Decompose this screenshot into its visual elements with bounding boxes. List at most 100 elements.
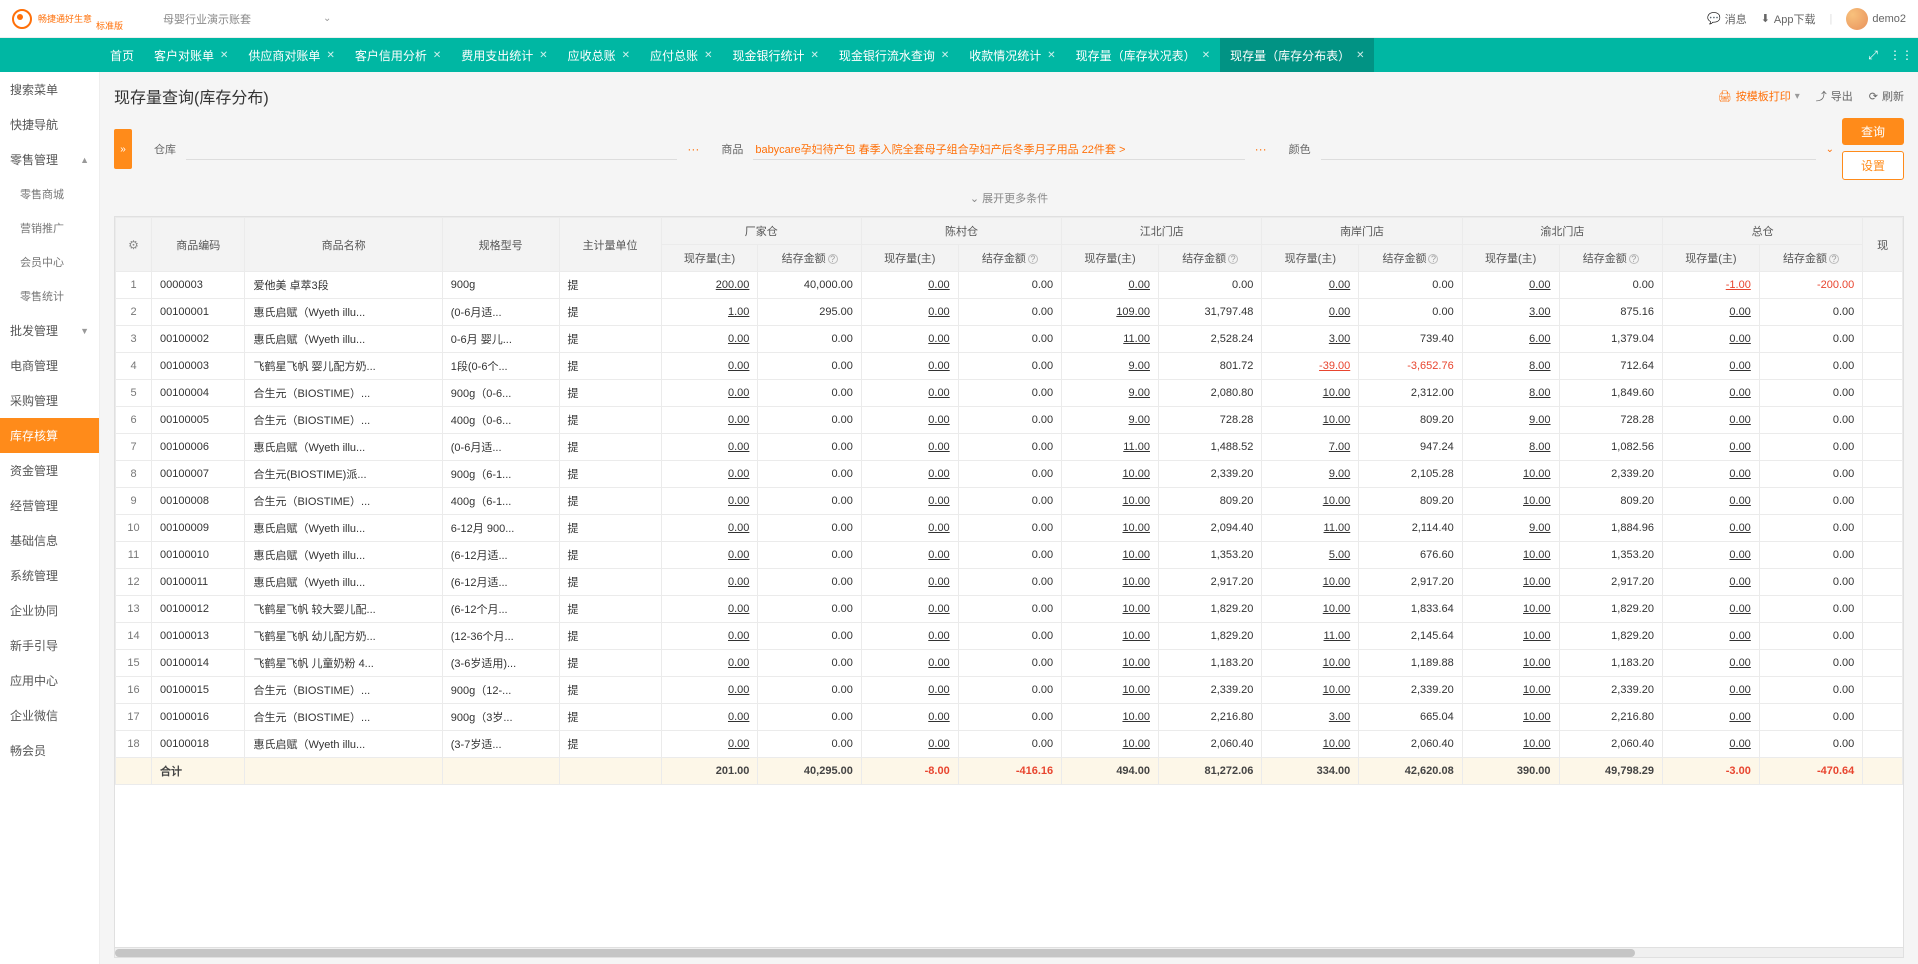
info-icon[interactable]: ? <box>1028 254 1038 264</box>
tab-应付总账[interactable]: 应付总账✕ <box>640 38 722 72</box>
info-icon[interactable]: ? <box>1829 254 1839 264</box>
table-row[interactable]: 800100007合生元(BIOSTIME)派...900g（6-1...提0.… <box>116 461 1903 488</box>
table-row[interactable]: 1000100009惠氏启赋（Wyeth illu...6-12月 900...… <box>116 515 1903 542</box>
scrollbar-thumb[interactable] <box>115 949 1635 957</box>
search-button[interactable]: 查询 <box>1842 118 1904 145</box>
close-icon[interactable]: ✕ <box>1202 50 1210 61</box>
settings-button[interactable]: 设置 <box>1842 151 1904 180</box>
sidebar-item-经营管理[interactable]: 经营管理 <box>0 488 99 523</box>
chevron-down-icon: ⌄ <box>323 13 331 24</box>
table-row[interactable]: 1800100018惠氏启赋（Wyeth illu...(3-7岁适...提0.… <box>116 731 1903 758</box>
edition-badge: 标准版 <box>96 19 123 32</box>
sidebar-item-零售统计[interactable]: 零售统计 <box>0 279 99 313</box>
tab-现存量（库存状况表）[interactable]: 现存量（库存状况表）✕ <box>1066 38 1220 72</box>
messages-button[interactable]: 💬 消息 <box>1707 11 1747 27</box>
table-row[interactable]: 1700100016合生元（BIOSTIME）...900g（3岁...提0.0… <box>116 704 1903 731</box>
close-icon[interactable]: ✕ <box>326 50 334 61</box>
info-icon[interactable]: ? <box>1228 254 1238 264</box>
sidebar-item-畅会员[interactable]: 畅会员 <box>0 733 99 768</box>
tab-scroll-icon[interactable]: ⤢ <box>1860 42 1886 68</box>
sidebar-item-新手引导[interactable]: 新手引导 <box>0 628 99 663</box>
product-picker-icon[interactable]: ··· <box>1255 142 1267 156</box>
table-row[interactable]: 900100008合生元（BIOSTIME）...400g（6-1...提0.0… <box>116 488 1903 515</box>
sidebar-item-库存核算[interactable]: 库存核算 <box>0 418 99 453</box>
table-row[interactable]: 200100001惠氏启赋（Wyeth illu...(0-6月适...提1.0… <box>116 299 1903 326</box>
logo-icon <box>12 9 32 29</box>
sidebar-item-企业微信[interactable]: 企业微信 <box>0 698 99 733</box>
content-area: 现存量查询(库存分布) 🖨 按模板打印 ▾ ⤴ 导出 ⟳ 刷新 » <box>100 72 1918 964</box>
horizontal-scrollbar[interactable] <box>114 948 1904 958</box>
close-icon[interactable]: ✕ <box>1356 50 1364 61</box>
table-row[interactable]: 1100100010惠氏启赋（Wyeth illu...(6-12月适...提0… <box>116 542 1903 569</box>
logo[interactable]: 畅捷通好生意 <box>12 9 100 29</box>
table-row[interactable]: 500100004合生元（BIOSTIME）...900g（0-6...提0.0… <box>116 380 1903 407</box>
tab-收款情况统计[interactable]: 收款情况统计✕ <box>959 38 1065 72</box>
table-row[interactable]: 700100006惠氏启赋（Wyeth illu...(0-6月适...提0.0… <box>116 434 1903 461</box>
warehouse-input[interactable] <box>186 139 677 160</box>
print-button[interactable]: 🖨 按模板打印 ▾ <box>1718 88 1800 104</box>
warehouse-picker-icon[interactable]: ··· <box>687 142 699 156</box>
export-button[interactable]: ⤴ 导出 <box>1816 88 1853 104</box>
close-icon[interactable]: ✕ <box>433 50 441 61</box>
sidebar-item-资金管理[interactable]: 资金管理 <box>0 453 99 488</box>
tab-客户信用分析[interactable]: 客户信用分析✕ <box>345 38 451 72</box>
sidebar-item-营销推广[interactable]: 营销推广 <box>0 211 99 245</box>
tab-现金银行流水查询[interactable]: 现金银行流水查询✕ <box>829 38 959 72</box>
avatar <box>1846 8 1868 30</box>
table-row[interactable]: 400100003飞鹤星飞帆 婴儿配方奶...1段(0-6个...提0.000.… <box>116 353 1903 380</box>
sidebar-item-采购管理[interactable]: 采购管理 <box>0 383 99 418</box>
info-icon[interactable]: ? <box>828 254 838 264</box>
table-row[interactable]: 600100005合生元（BIOSTIME）...400g（0-6...提0.0… <box>116 407 1903 434</box>
color-input[interactable] <box>1321 139 1816 160</box>
table-row[interactable]: 10000003爱他美 卓萃3段900g提200.0040,000.000.00… <box>116 272 1903 299</box>
export-icon: ⤴ <box>1816 88 1827 104</box>
sidebar-item-系统管理[interactable]: 系统管理 <box>0 558 99 593</box>
sidebar-item-基础信息[interactable]: 基础信息 <box>0 523 99 558</box>
product-input[interactable] <box>753 139 1244 160</box>
gear-icon[interactable]: ⚙ <box>128 238 139 252</box>
sidebar-item-应用中心[interactable]: 应用中心 <box>0 663 99 698</box>
close-icon[interactable]: ✕ <box>704 50 712 61</box>
table-row[interactable]: 1400100013飞鹤星飞帆 幼儿配方奶...(12-36个月...提0.00… <box>116 623 1903 650</box>
app-download-button[interactable]: ⬇ App下载 <box>1761 11 1816 27</box>
tab-客户对账单[interactable]: 客户对账单✕ <box>144 38 238 72</box>
context-selector[interactable]: 母婴行业演示账套 ⌄ <box>123 11 1707 27</box>
tab-供应商对账单[interactable]: 供应商对账单✕ <box>238 38 344 72</box>
sidebar-item-企业协同[interactable]: 企业协同 <box>0 593 99 628</box>
sidebar-item-会员中心[interactable]: 会员中心 <box>0 245 99 279</box>
close-icon[interactable]: ✕ <box>622 50 630 61</box>
refresh-button[interactable]: ⟳ 刷新 <box>1869 88 1904 104</box>
sidebar-item-电商管理[interactable]: 电商管理 <box>0 348 99 383</box>
chevron-icon: ▼ <box>80 326 89 336</box>
expand-filter-button[interactable]: » <box>114 129 132 169</box>
sidebar-item-快捷导航[interactable]: 快捷导航 <box>0 107 99 142</box>
sidebar-item-零售商城[interactable]: 零售商城 <box>0 177 99 211</box>
info-icon[interactable]: ? <box>1629 254 1639 264</box>
sidebar-item-批发管理[interactable]: 批发管理▼ <box>0 313 99 348</box>
tab-费用支出统计[interactable]: 费用支出统计✕ <box>451 38 557 72</box>
table-row[interactable]: 1600100015合生元（BIOSTIME）...900g（12-...提0.… <box>116 677 1903 704</box>
chevron-down-icon[interactable]: ⌄ <box>1826 144 1834 155</box>
info-icon[interactable]: ? <box>1428 254 1438 264</box>
sidebar-item-搜索菜单[interactable]: 搜索菜单 <box>0 72 99 107</box>
inventory-table[interactable]: ⚙商品编码商品名称规格型号主计量单位厂家仓陈村仓江北门店南岸门店渝北门店总仓现现… <box>114 216 1904 948</box>
table-row[interactable]: 1500100014飞鹤星飞帆 儿童奶粉 4...(3-6岁适用)...提0.0… <box>116 650 1903 677</box>
tab-现金银行统计[interactable]: 现金银行统计✕ <box>722 38 828 72</box>
close-icon[interactable]: ✕ <box>220 50 228 61</box>
more-conditions-toggle[interactable]: ⌄ 展开更多条件 <box>114 186 1904 210</box>
table-row[interactable]: 300100002惠氏启赋（Wyeth illu...0-6月 婴儿...提0.… <box>116 326 1903 353</box>
close-icon[interactable]: ✕ <box>941 50 949 61</box>
close-icon[interactable]: ✕ <box>1047 50 1055 61</box>
close-icon[interactable]: ✕ <box>810 50 818 61</box>
table-row[interactable]: 1300100012飞鹤星飞帆 较大婴儿配...(6-12个月...提0.000… <box>116 596 1903 623</box>
table-row[interactable]: 1200100011惠氏启赋（Wyeth illu...(6-12月适...提0… <box>116 569 1903 596</box>
tab-menu-icon[interactable]: ⋮⋮ <box>1888 42 1914 68</box>
message-icon: 💬 <box>1707 12 1721 25</box>
product-filter: 商品 ··· <box>707 139 1266 160</box>
user-menu[interactable]: demo2 <box>1846 8 1906 30</box>
close-icon[interactable]: ✕ <box>539 50 547 61</box>
tab-现存量（库存分布表）[interactable]: 现存量（库存分布表）✕ <box>1220 38 1374 72</box>
sidebar-item-零售管理[interactable]: 零售管理▲ <box>0 142 99 177</box>
tab-应收总账[interactable]: 应收总账✕ <box>558 38 640 72</box>
tab-首页[interactable]: 首页 <box>100 38 144 72</box>
